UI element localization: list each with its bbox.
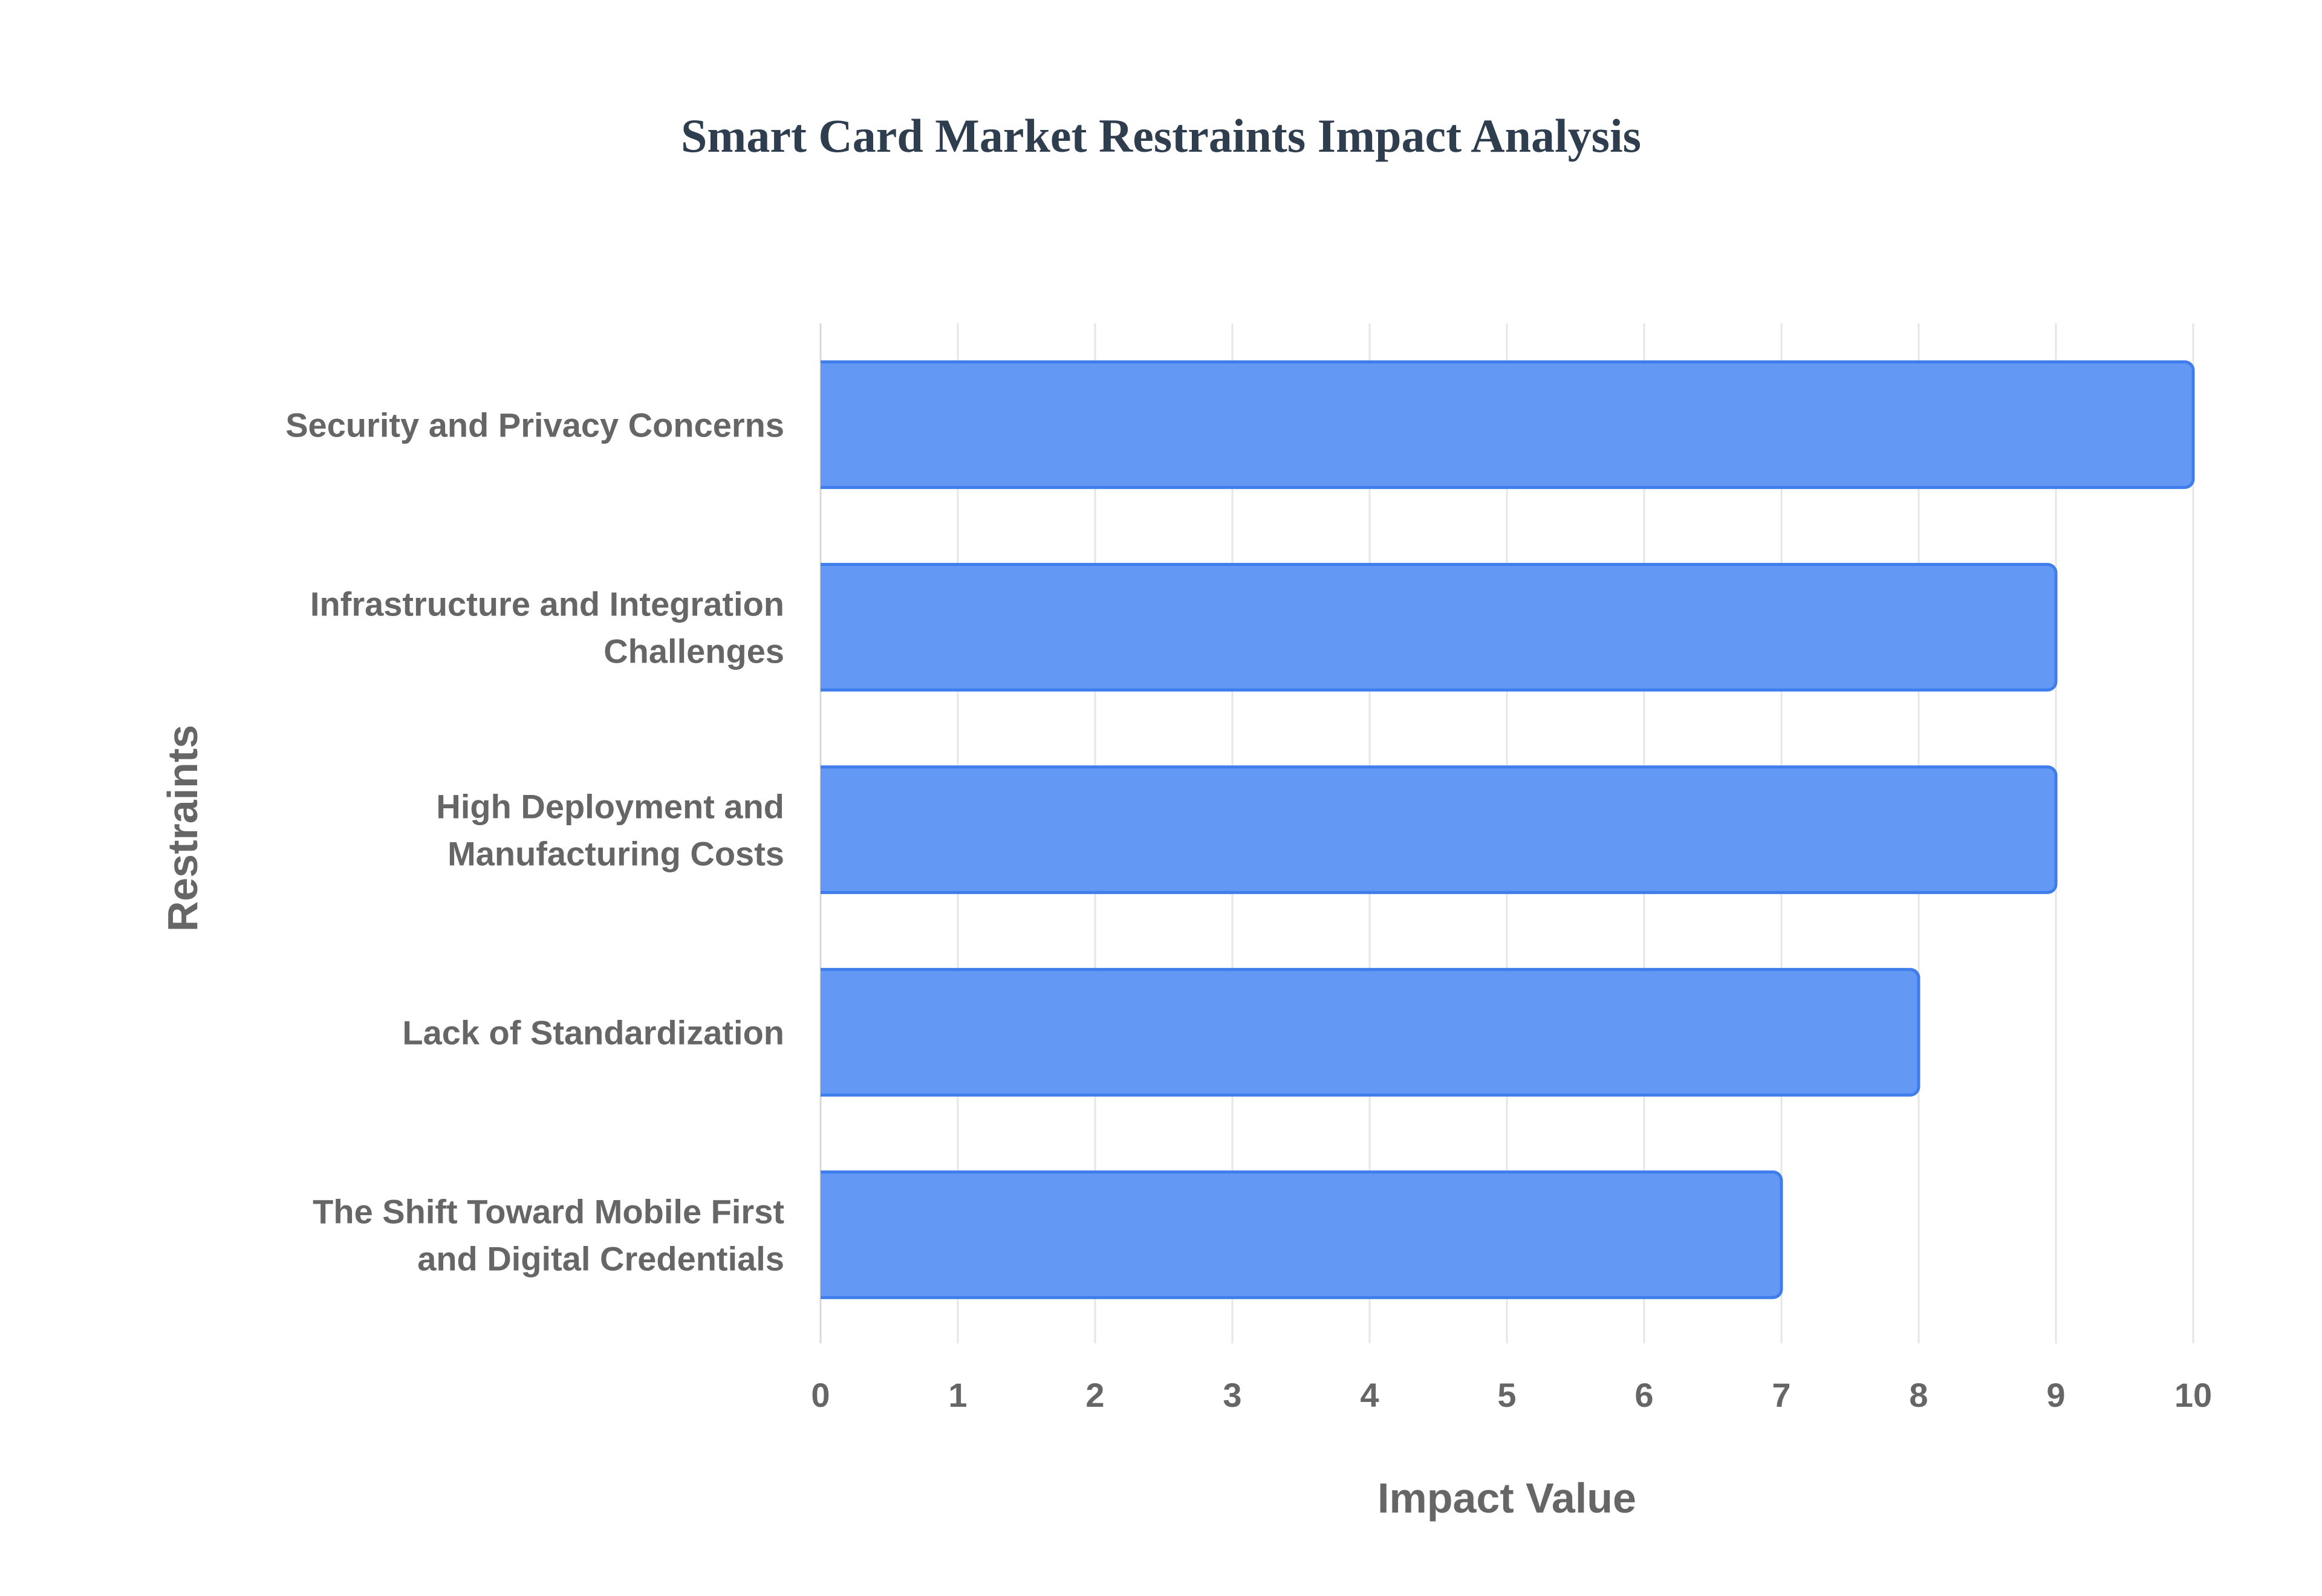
bar [821,968,1920,1097]
bar [821,1170,1783,1299]
bar-rect [821,360,2195,489]
category-label: Manufacturing Costs [447,835,784,873]
bar-rect [821,563,2058,692]
bar [821,563,2058,692]
category-label: High Deployment and [436,788,784,826]
x-tick-label: 1 [948,1376,967,1414]
bar-rect [821,968,1920,1097]
x-tick-label: 3 [1223,1376,1241,1414]
x-axis-title: Impact Value [1377,1474,1636,1522]
x-tick-label: 10 [2174,1376,2212,1414]
category-label: The Shift Toward Mobile First [313,1193,784,1231]
x-tick-label: 8 [1909,1376,1928,1414]
x-tick-labels: 0 1 2 3 4 5 6 7 8 9 10 [811,1376,2212,1414]
category-labels: Security and Privacy Concerns Infrastruct… [285,406,784,1278]
y-axis-title: Restraints [159,725,206,932]
category-label: Infrastructure and Integration [310,585,784,623]
x-tick-label: 9 [2046,1376,2065,1414]
bar-rect [821,765,2058,894]
x-tick-label: 5 [1497,1376,1516,1414]
bars [821,360,2195,1299]
chart-title: Smart Card Market Restraints Impact Anal… [681,109,1641,162]
x-tick-label: 2 [1085,1376,1104,1414]
x-tick-label: 6 [1634,1376,1653,1414]
x-tick-label: 4 [1360,1376,1379,1414]
category-label: and Digital Credentials [417,1240,784,1278]
bar [821,765,2058,894]
category-label: Security and Privacy Concerns [285,406,784,444]
category-label: Challenges [603,632,784,670]
bar [821,360,2195,489]
x-tick-label: 0 [811,1376,830,1414]
x-tick-label: 7 [1772,1376,1790,1414]
category-label: Lack of Standardization [402,1014,784,1052]
bar-rect [821,1170,1783,1299]
